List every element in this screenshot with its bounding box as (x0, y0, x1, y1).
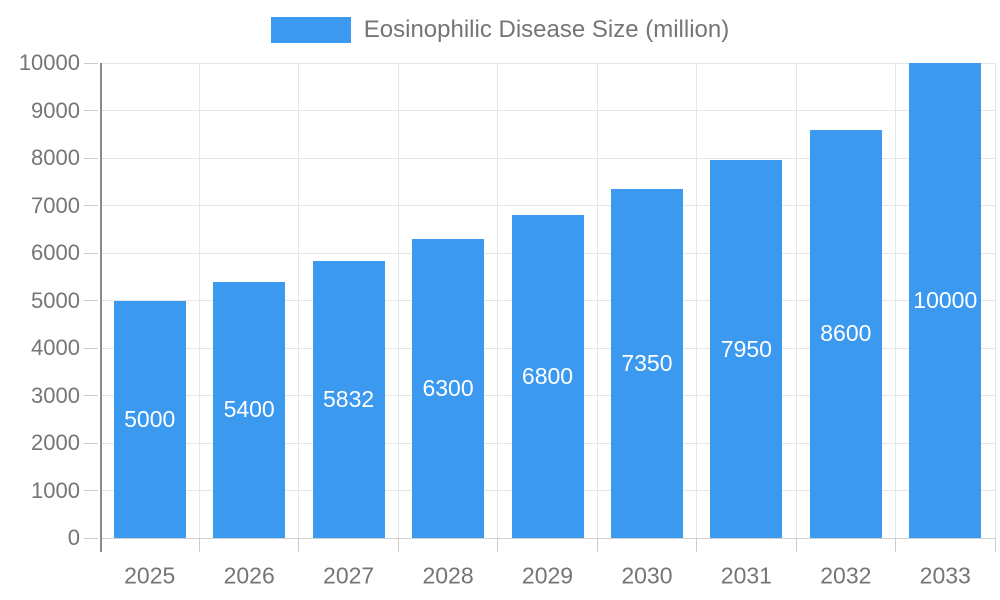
y-axis-line (100, 63, 102, 552)
y-axis-tick (84, 205, 98, 206)
x-axis-label: 2031 (720, 562, 772, 589)
gridline-v (596, 63, 598, 538)
y-axis-label: 4000 (31, 335, 80, 360)
bar-value-label: 5400 (223, 396, 275, 423)
bar-2025[interactable]: 5000 (113, 300, 186, 538)
x-axis-label: 2025 (124, 562, 176, 589)
bar-2033[interactable]: 10000 (909, 63, 982, 538)
gridline-v (298, 63, 300, 538)
y-axis-label: 2000 (31, 430, 80, 455)
y-axis-tick (84, 347, 98, 349)
gridline-v (895, 63, 897, 538)
bar-2026[interactable]: 5400 (213, 281, 286, 538)
y-axis-tick (84, 395, 98, 396)
x-axis-tick (994, 538, 996, 552)
gridline-h (100, 157, 995, 159)
y-axis-label: 7000 (31, 192, 80, 218)
y-axis-tick (84, 252, 98, 254)
x-axis-label: 2028 (422, 562, 474, 589)
x-axis-label: 2027 (323, 562, 375, 589)
bar-2028[interactable]: 6300 (412, 238, 485, 538)
y-axis-label: 1000 (31, 477, 80, 503)
y-axis-tick (84, 442, 98, 444)
gridline-h (100, 110, 995, 111)
bar-value-label: 10000 (913, 287, 978, 313)
gridline-v (497, 63, 499, 538)
bar-2027[interactable]: 5832 (312, 260, 385, 538)
y-axis-label: 8000 (31, 145, 80, 170)
y-axis-tick (84, 490, 98, 491)
bar-2030[interactable]: 7350 (610, 188, 683, 538)
x-axis-tick (397, 538, 399, 552)
gridline-h (100, 62, 995, 64)
legend-label: Eosinophilic Disease Size (million) (363, 16, 730, 43)
x-axis-tick (497, 538, 499, 552)
bar-value-label: 5000 (124, 405, 176, 432)
x-axis-tick (696, 538, 698, 552)
y-axis-label: 9000 (31, 97, 80, 123)
y-axis-tick (84, 537, 98, 539)
x-axis-tick (596, 538, 598, 552)
gridline-h (100, 205, 995, 206)
y-axis-label: 10000 (18, 50, 80, 75)
y-axis-label: 6000 (31, 240, 80, 265)
legend-swatch (270, 17, 351, 43)
bar-value-label: 5832 (323, 385, 375, 412)
x-axis-label: 2030 (621, 562, 673, 589)
x-axis-tick (895, 538, 897, 552)
x-axis-label: 2033 (919, 562, 971, 589)
y-axis-label: 5000 (31, 287, 80, 313)
gridline-v (795, 63, 797, 538)
y-axis-label: 0 (67, 525, 80, 550)
bar-value-label: 7950 (720, 335, 772, 362)
gridline-h (100, 537, 995, 539)
legend[interactable]: Eosinophilic Disease Size (million) (0, 17, 1000, 43)
gridline-v (198, 63, 200, 538)
bar-value-label: 6800 (521, 363, 574, 389)
y-axis-tick (84, 62, 98, 64)
gridline-v (696, 63, 698, 538)
x-axis-tick (795, 538, 797, 552)
y-axis-label: 3000 (31, 382, 80, 408)
gridline-v (397, 63, 399, 538)
gridline-v (994, 63, 996, 538)
x-axis-label: 2029 (521, 562, 574, 589)
bar-value-label: 6300 (422, 374, 474, 401)
y-axis-tick (84, 157, 98, 159)
bar-2032[interactable]: 8600 (809, 129, 882, 538)
x-axis-tick (298, 538, 300, 552)
y-axis-tick (84, 110, 98, 111)
x-axis-label: 2026 (223, 562, 275, 589)
bar-value-label: 8600 (820, 320, 872, 347)
x-axis-tick (198, 538, 200, 552)
x-axis-label: 2032 (820, 562, 872, 589)
bar-value-label: 7350 (621, 349, 673, 376)
y-axis-tick (84, 300, 98, 301)
bar-2029[interactable]: 6800 (511, 215, 584, 538)
bar-2031[interactable]: 7950 (710, 160, 783, 538)
